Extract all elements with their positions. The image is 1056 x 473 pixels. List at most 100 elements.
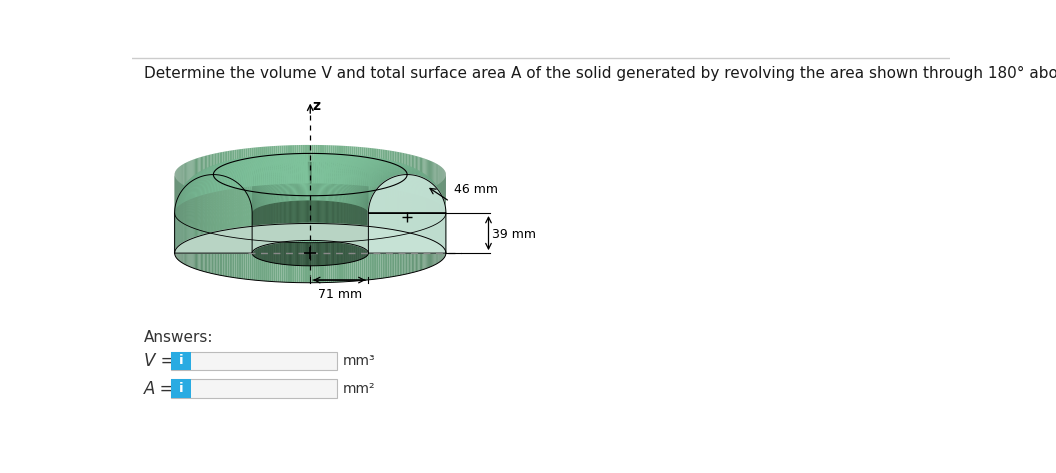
Polygon shape — [329, 193, 357, 241]
Polygon shape — [178, 169, 254, 210]
Polygon shape — [351, 159, 406, 204]
Polygon shape — [200, 192, 201, 271]
Polygon shape — [271, 194, 295, 242]
Polygon shape — [288, 204, 290, 282]
Polygon shape — [202, 156, 204, 235]
Polygon shape — [237, 192, 280, 238]
Polygon shape — [176, 178, 253, 218]
Polygon shape — [365, 148, 367, 226]
Polygon shape — [265, 194, 291, 241]
Polygon shape — [314, 204, 316, 283]
Polygon shape — [326, 153, 350, 201]
Polygon shape — [234, 150, 237, 228]
Polygon shape — [176, 171, 253, 211]
Polygon shape — [365, 167, 438, 209]
Polygon shape — [316, 204, 318, 283]
Polygon shape — [190, 165, 259, 207]
Polygon shape — [357, 186, 421, 230]
Polygon shape — [328, 194, 356, 241]
Polygon shape — [251, 155, 286, 201]
Polygon shape — [337, 155, 375, 202]
Polygon shape — [218, 190, 271, 235]
Polygon shape — [369, 176, 446, 216]
Polygon shape — [391, 151, 393, 229]
Polygon shape — [352, 189, 408, 234]
Polygon shape — [228, 157, 276, 203]
Polygon shape — [226, 198, 228, 277]
Text: Determine the volume V and total surface area A of the solid generated by revolv: Determine the volume V and total surface… — [144, 66, 1056, 81]
Polygon shape — [320, 204, 322, 283]
Polygon shape — [239, 200, 240, 279]
Polygon shape — [365, 181, 439, 222]
Polygon shape — [202, 193, 204, 272]
Polygon shape — [218, 196, 220, 275]
Polygon shape — [240, 156, 281, 202]
Polygon shape — [290, 194, 302, 243]
Polygon shape — [244, 149, 246, 228]
Polygon shape — [347, 190, 399, 236]
Polygon shape — [422, 158, 423, 237]
Polygon shape — [319, 153, 333, 201]
Polygon shape — [186, 166, 258, 208]
Polygon shape — [377, 200, 379, 279]
Polygon shape — [367, 171, 445, 211]
Text: 46 mm: 46 mm — [454, 183, 497, 196]
Polygon shape — [343, 157, 388, 202]
Polygon shape — [246, 149, 247, 227]
Polygon shape — [427, 159, 428, 238]
Polygon shape — [363, 166, 434, 208]
Polygon shape — [371, 201, 373, 280]
Polygon shape — [426, 190, 427, 269]
Polygon shape — [317, 153, 328, 201]
Polygon shape — [366, 179, 442, 220]
Polygon shape — [369, 176, 446, 215]
Polygon shape — [249, 193, 285, 240]
Polygon shape — [318, 153, 331, 201]
Polygon shape — [193, 190, 194, 269]
Text: mm³: mm³ — [343, 354, 376, 368]
Polygon shape — [305, 195, 308, 243]
Polygon shape — [366, 169, 442, 210]
Polygon shape — [234, 192, 279, 238]
Polygon shape — [299, 195, 306, 243]
Polygon shape — [367, 148, 370, 227]
Polygon shape — [413, 155, 414, 234]
Polygon shape — [427, 189, 428, 268]
Polygon shape — [338, 155, 377, 202]
Polygon shape — [413, 193, 414, 272]
Polygon shape — [360, 185, 427, 228]
Polygon shape — [363, 201, 365, 280]
Polygon shape — [183, 182, 256, 224]
Polygon shape — [354, 147, 356, 225]
Polygon shape — [322, 153, 341, 201]
Polygon shape — [180, 168, 254, 210]
Polygon shape — [221, 197, 223, 276]
Polygon shape — [226, 157, 275, 203]
Polygon shape — [269, 194, 294, 241]
Polygon shape — [366, 180, 441, 221]
Polygon shape — [364, 166, 436, 209]
Polygon shape — [247, 193, 284, 239]
Polygon shape — [334, 193, 367, 240]
Polygon shape — [320, 153, 335, 201]
Polygon shape — [336, 155, 371, 201]
Polygon shape — [315, 195, 322, 243]
Polygon shape — [202, 161, 264, 205]
Polygon shape — [174, 175, 252, 213]
Polygon shape — [322, 194, 339, 242]
Polygon shape — [193, 185, 261, 228]
Polygon shape — [357, 161, 419, 206]
Polygon shape — [365, 181, 440, 222]
Polygon shape — [193, 163, 261, 207]
Polygon shape — [220, 152, 221, 231]
Polygon shape — [399, 197, 401, 275]
Polygon shape — [345, 203, 347, 282]
Polygon shape — [271, 203, 274, 281]
Polygon shape — [196, 158, 197, 237]
Polygon shape — [331, 154, 359, 201]
Polygon shape — [242, 156, 282, 202]
Polygon shape — [214, 159, 270, 204]
Polygon shape — [361, 164, 430, 207]
Polygon shape — [369, 173, 446, 212]
Polygon shape — [348, 190, 401, 236]
